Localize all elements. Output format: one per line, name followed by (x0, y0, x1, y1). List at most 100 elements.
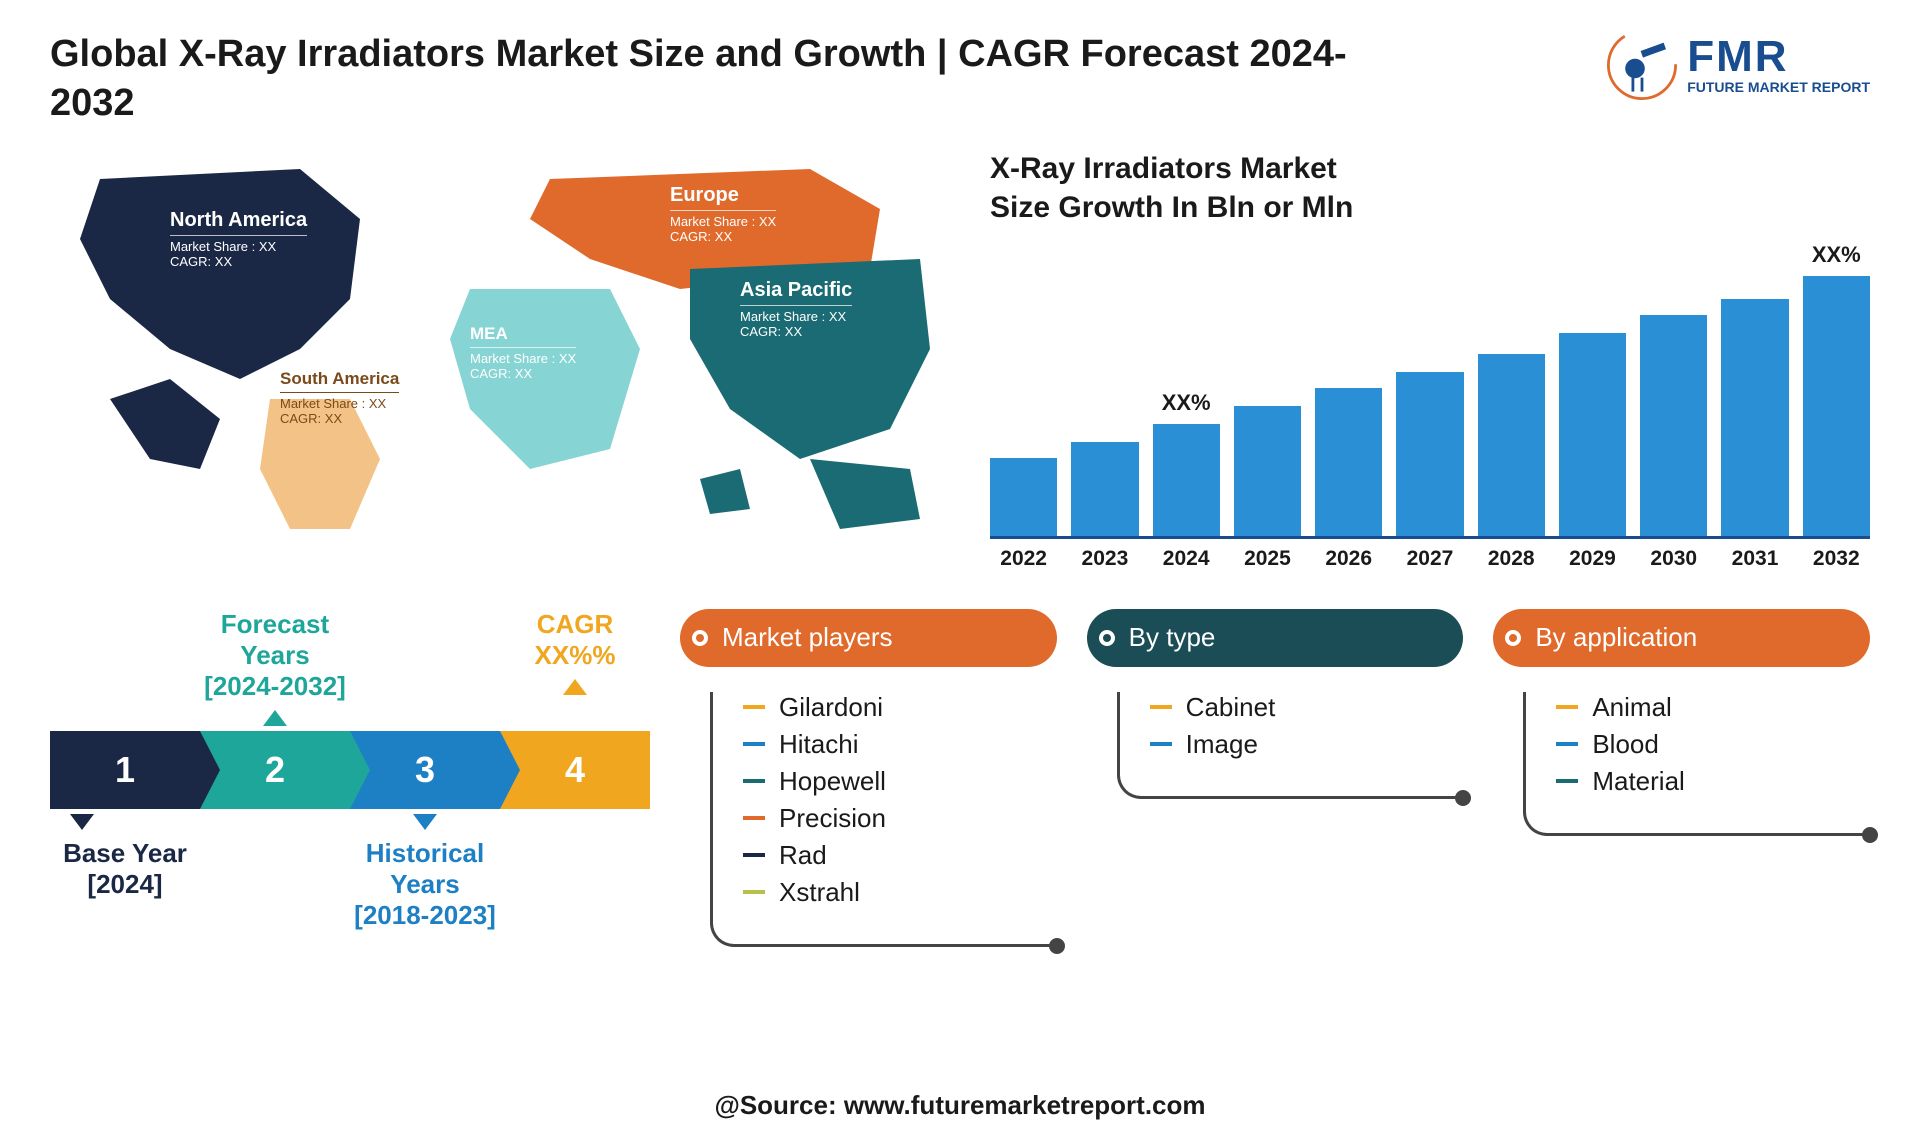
bar-rect (1071, 442, 1138, 536)
category-item-label: Blood (1592, 729, 1659, 760)
category-column: By type Cabinet Image (1087, 609, 1464, 947)
bar-year-label: 2024 (1163, 547, 1210, 571)
dash-icon (1150, 742, 1172, 746)
bar: 2025 (1234, 406, 1301, 536)
top-row: North America Market Share : XX CAGR: XX… (50, 149, 1870, 539)
page-title: Global X-Ray Irradiators Market Size and… (50, 30, 1350, 129)
category-item-label: Material (1592, 766, 1684, 797)
fmr-logo: FMR FUTURE MARKET REPORT (1607, 30, 1870, 100)
bar-year-label: 2028 (1488, 547, 1535, 571)
region-mea: MEA Market Share : XX CAGR: XX (470, 324, 576, 381)
category-item: Image (1150, 729, 1444, 760)
bullet-icon (1099, 630, 1115, 646)
category-header: By application (1493, 609, 1870, 667)
category-header-label: Market players (722, 622, 893, 653)
categories: Market players Gilardoni Hitachi Hopewel… (680, 609, 1870, 947)
region-asia-pacific: Asia Pacific Market Share : XX CAGR: XX (740, 279, 852, 339)
arrow-down-icon (413, 814, 437, 830)
category-header-label: By type (1129, 622, 1216, 653)
category-item-label: Rad (779, 840, 827, 871)
bar-year-label: 2022 (1000, 547, 1047, 571)
bar-year-label: 2023 (1082, 547, 1129, 571)
category-header-label: By application (1535, 622, 1697, 653)
header: Global X-Ray Irradiators Market Size and… (50, 30, 1870, 129)
dash-icon (1556, 742, 1578, 746)
bar: 2029 (1559, 333, 1626, 536)
historical-label: Historical Years (350, 838, 500, 900)
category-item-label: Xstrahl (779, 877, 860, 908)
bar-rect (1721, 299, 1788, 536)
bar: 2022 (990, 458, 1057, 536)
category-item: Cabinet (1150, 692, 1444, 723)
category-item: Precision (743, 803, 1037, 834)
bar-year-label: 2029 (1569, 547, 1616, 571)
bar-year-label: 2030 (1650, 547, 1697, 571)
bar-year-label: 2026 (1325, 547, 1372, 571)
bar: 2026 (1315, 388, 1382, 536)
historical-range: [2018-2023] (350, 900, 500, 931)
arrow-up-icon (563, 679, 587, 695)
bar: XX%2024 (1153, 424, 1220, 536)
bar-year-label: 2025 (1244, 547, 1291, 571)
cagr-value: XX%% (500, 640, 650, 671)
bar-rect (1640, 315, 1707, 536)
category-column: Market players Gilardoni Hitachi Hopewel… (680, 609, 1057, 947)
world-map: North America Market Share : XX CAGR: XX… (50, 149, 950, 539)
bar-chart: 20222023XX%20242025202620272028202920302… (990, 229, 1870, 539)
category-item: Blood (1556, 729, 1850, 760)
arrow-down-icon (70, 814, 94, 830)
category-body: Cabinet Image (1117, 692, 1464, 799)
category-item-label: Image (1186, 729, 1258, 760)
category-item: Animal (1556, 692, 1850, 723)
category-item-label: Animal (1592, 692, 1671, 723)
category-item: Hitachi (743, 729, 1037, 760)
bar-rect (1803, 276, 1870, 536)
bar-rect (990, 458, 1057, 536)
bar-year-label: 2031 (1732, 547, 1779, 571)
dash-icon (1556, 705, 1578, 709)
dash-icon (743, 742, 765, 746)
source-attribution: @Source: www.futuremarketreport.com (0, 1090, 1920, 1121)
region-south-america: South America Market Share : XX CAGR: XX (280, 369, 399, 426)
bullet-icon (692, 630, 708, 646)
category-header: By type (1087, 609, 1464, 667)
dash-icon (743, 890, 765, 894)
dash-icon (743, 705, 765, 709)
bar-year-label: 2027 (1407, 547, 1454, 571)
dash-icon (1556, 779, 1578, 783)
telescope-icon (1607, 30, 1677, 100)
bar: 2027 (1396, 372, 1463, 536)
dash-icon (1150, 705, 1172, 709)
timeline-segment: 4 (500, 731, 650, 809)
timeline-bar: 1234 (50, 731, 650, 809)
category-body: Animal Blood Material (1523, 692, 1870, 836)
timeline-segment: 2 (200, 731, 350, 809)
dash-icon (743, 853, 765, 857)
timeline-section: Forecast Years [2024-2032] CAGR XX%% 123… (50, 609, 650, 931)
base-year-range: [2024] (50, 869, 200, 900)
category-body: Gilardoni Hitachi Hopewell Precision Rad… (710, 692, 1057, 947)
bar-chart-section: X-Ray Irradiators Market Size Growth In … (990, 149, 1870, 539)
bar-year-label: 2032 (1813, 547, 1860, 571)
arrow-up-icon (263, 710, 287, 726)
category-item: Rad (743, 840, 1037, 871)
region-europe: Europe Market Share : XX CAGR: XX (670, 184, 776, 244)
chart-title: X-Ray Irradiators Market Size Growth In … (990, 149, 1390, 227)
bar: 2023 (1071, 442, 1138, 536)
bar: 2031 (1721, 299, 1788, 536)
category-item-label: Precision (779, 803, 886, 834)
bullet-icon (1505, 630, 1521, 646)
bar-rect (1478, 354, 1545, 536)
bar-rect (1315, 388, 1382, 536)
category-item: Hopewell (743, 766, 1037, 797)
base-year-label: Base Year (50, 838, 200, 869)
category-column: By application Animal Blood Material (1493, 609, 1870, 947)
dash-icon (743, 779, 765, 783)
region-north-america: North America Market Share : XX CAGR: XX (170, 209, 307, 269)
bar-rect (1559, 333, 1626, 536)
bar-rect (1396, 372, 1463, 536)
category-item-label: Hitachi (779, 729, 858, 760)
category-header: Market players (680, 609, 1057, 667)
bar: 2028 (1478, 354, 1545, 536)
category-item-label: Gilardoni (779, 692, 883, 723)
